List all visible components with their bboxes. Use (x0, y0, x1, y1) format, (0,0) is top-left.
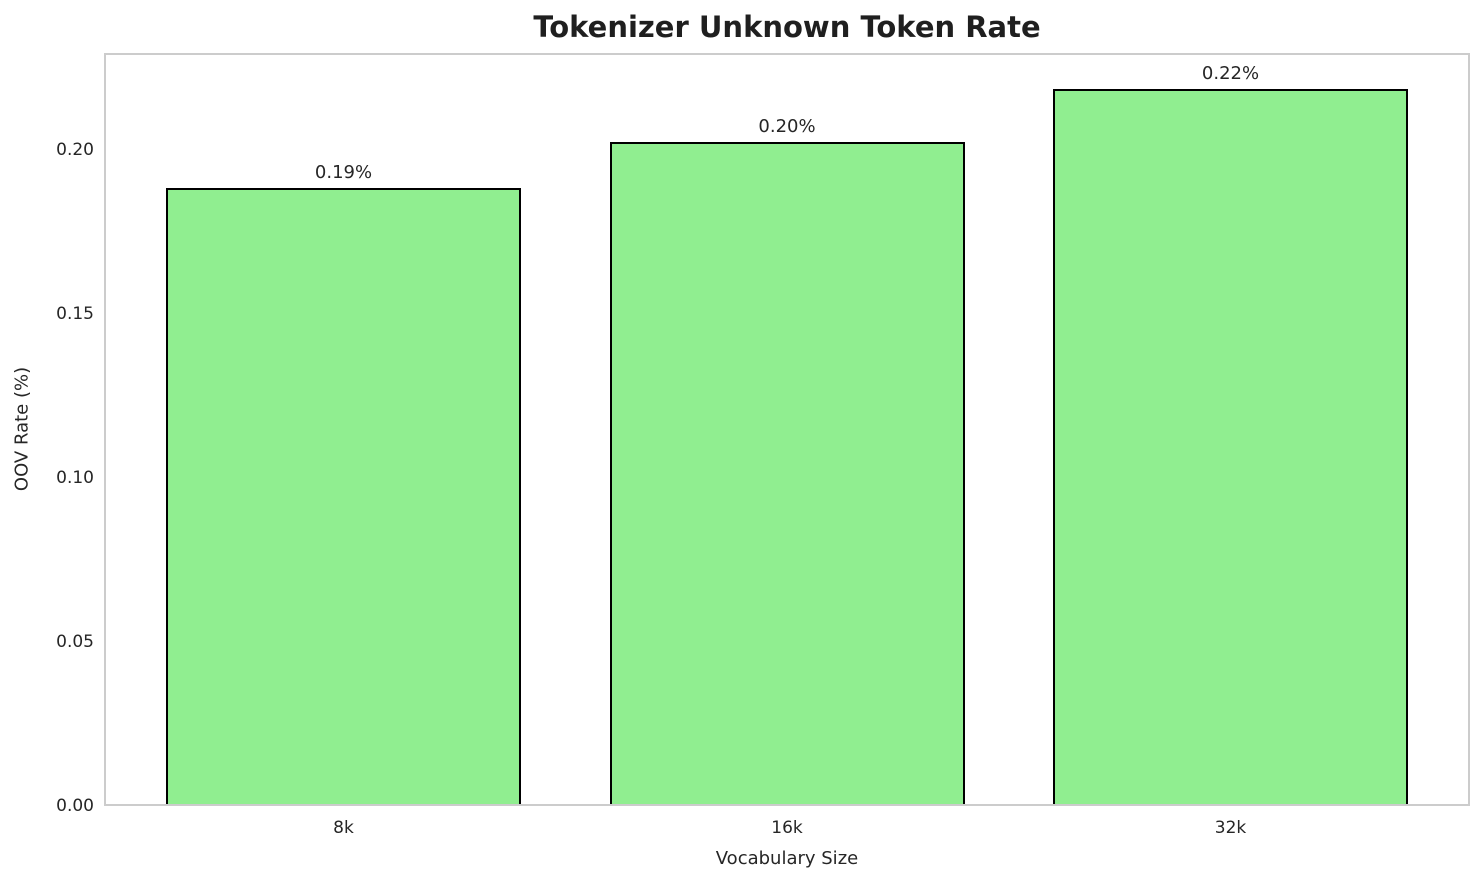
x-tick-label: 16k (771, 818, 803, 838)
bar-8k (165, 187, 521, 804)
bar-value-label: 0.19% (314, 161, 373, 183)
x-tick-label: 32k (1214, 818, 1247, 838)
bar-16k (609, 141, 965, 804)
x-tick-label: 8k (333, 818, 354, 838)
y-tick-label: 0.10 (56, 467, 94, 488)
bar-value-label: 0.22% (1201, 63, 1260, 85)
y-tick-label: 0.15 (56, 303, 94, 324)
y-tick-label: 0.00 (56, 796, 94, 816)
x-axis-label: Vocabulary Size (715, 848, 859, 869)
y-axis-label: OOV Rate (%) (11, 366, 33, 492)
y-tick-label: 0.20 (56, 139, 94, 160)
bar-value-label: 0.20% (758, 115, 816, 137)
bar-32k (1053, 89, 1408, 804)
chart-title: Tokenizer Unknown Token Rate (533, 10, 1041, 44)
y-tick-label: 0.05 (56, 631, 94, 652)
